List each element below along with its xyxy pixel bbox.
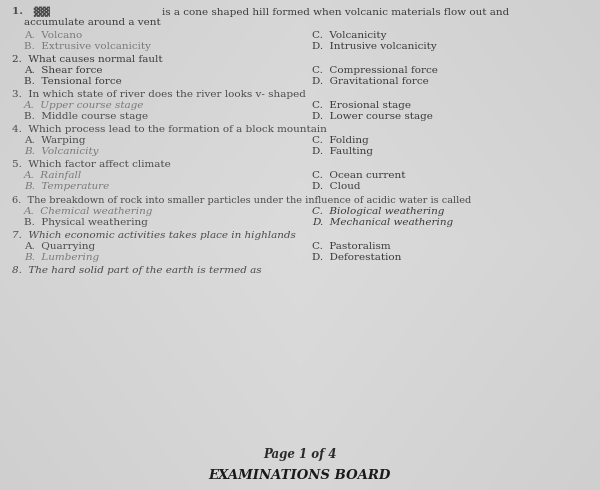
Text: D.  Intrusive volcanicity: D. Intrusive volcanicity	[312, 42, 437, 50]
Text: 6.  The breakdown of rock into smaller particles under the influence of acidic w: 6. The breakdown of rock into smaller pa…	[12, 196, 471, 205]
Text: B.  Lumbering: B. Lumbering	[24, 253, 99, 262]
Text: A.  Quarrying: A. Quarrying	[24, 243, 95, 251]
Text: 2.  What causes normal fault: 2. What causes normal fault	[12, 55, 163, 64]
Text: C.  Folding: C. Folding	[312, 136, 369, 145]
Text: A.  Shear force: A. Shear force	[24, 66, 103, 75]
Text: is a cone shaped hill formed when volcanic materials flow out and: is a cone shaped hill formed when volcan…	[162, 8, 509, 17]
Text: 7.  Which economic activities takes place in highlands: 7. Which economic activities takes place…	[12, 231, 296, 240]
Text: A.  Warping: A. Warping	[24, 136, 86, 145]
Text: B.  Extrusive volcanicity: B. Extrusive volcanicity	[24, 42, 151, 50]
Text: D.  Lower course stage: D. Lower course stage	[312, 112, 433, 121]
Text: 3.  In which state of river does the river looks v- shaped: 3. In which state of river does the rive…	[12, 90, 306, 98]
Text: EXAMINATIONS BOARD: EXAMINATIONS BOARD	[209, 469, 391, 482]
Text: accumulate around a vent: accumulate around a vent	[24, 18, 161, 26]
Text: D.  Mechanical weathering: D. Mechanical weathering	[312, 218, 453, 227]
Text: A.  Chemical weathering: A. Chemical weathering	[24, 207, 154, 216]
Text: B.  Temperature: B. Temperature	[24, 182, 109, 191]
Text: C.  Ocean current: C. Ocean current	[312, 172, 406, 180]
Text: D.  Cloud: D. Cloud	[312, 182, 361, 191]
Text: C.  Biological weathering: C. Biological weathering	[312, 207, 445, 216]
Text: Page 1 of 4: Page 1 of 4	[263, 448, 337, 461]
Text: D.  Deforestation: D. Deforestation	[312, 253, 401, 262]
Text: B.  Volcanicity: B. Volcanicity	[24, 147, 98, 156]
Text: A.  Volcano: A. Volcano	[24, 31, 82, 40]
Text: D.  Faulting: D. Faulting	[312, 147, 373, 156]
Text: 1.   ▓▓: 1. ▓▓	[12, 7, 50, 17]
Text: B.  Tensional force: B. Tensional force	[24, 77, 122, 86]
Text: B.  Physical weathering: B. Physical weathering	[24, 218, 148, 227]
Text: 8.  The hard solid part of the earth is termed as: 8. The hard solid part of the earth is t…	[12, 267, 262, 275]
Text: B.  Middle course stage: B. Middle course stage	[24, 112, 148, 121]
Text: C.  Erosional stage: C. Erosional stage	[312, 101, 411, 110]
Text: C.  Pastoralism: C. Pastoralism	[312, 243, 391, 251]
Text: 4.  Which process lead to the formation of a block mountain: 4. Which process lead to the formation o…	[12, 125, 327, 134]
Text: 5.  Which factor affect climate: 5. Which factor affect climate	[12, 160, 171, 169]
Text: D.  Gravitational force: D. Gravitational force	[312, 77, 429, 86]
Text: C.  Compressional force: C. Compressional force	[312, 66, 438, 75]
Text: C.  Volcanicity: C. Volcanicity	[312, 31, 386, 40]
Text: A.  Rainfall: A. Rainfall	[24, 172, 82, 180]
Text: A.  Upper course stage: A. Upper course stage	[24, 101, 145, 110]
